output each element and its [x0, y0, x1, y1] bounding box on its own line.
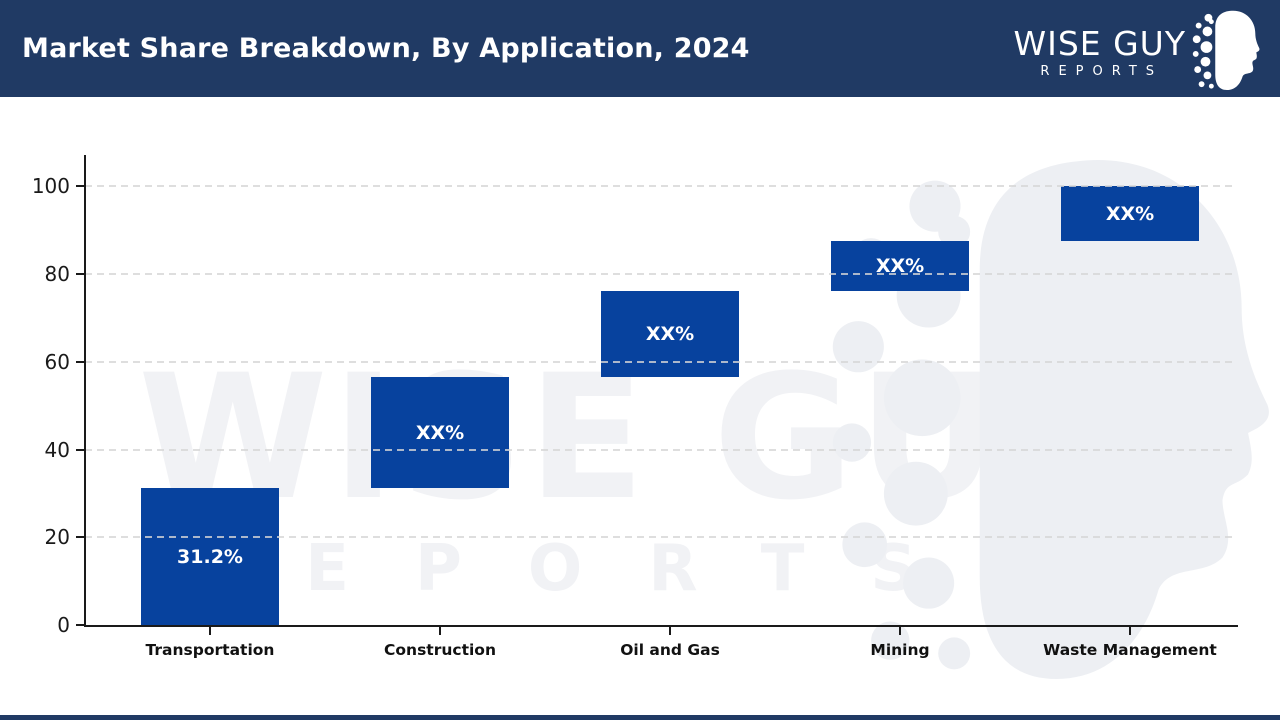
footer-accent-bar [0, 715, 1280, 720]
x-axis-line [84, 625, 1238, 627]
y-tick-label: 60 [44, 349, 70, 374]
page-title: Market Share Breakdown, By Application, … [22, 33, 750, 64]
logo-wordmark: WISE GUY [1013, 23, 1186, 63]
watermark-subtitle: REPORTS [190, 532, 983, 606]
bar-value-label: XX% [1105, 202, 1155, 225]
x-tick-mark [899, 627, 901, 635]
chart-header: Market Share Breakdown, By Application, … [0, 0, 1280, 97]
bar-value-label: XX% [645, 323, 695, 346]
bar: XX% [371, 377, 509, 489]
gridline [85, 185, 1237, 188]
x-tick-mark [209, 627, 211, 635]
bar-value-label: XX% [875, 255, 925, 278]
y-tick-mark [76, 624, 84, 626]
y-tick-label: 100 [31, 174, 70, 199]
gridline [85, 273, 1237, 275]
head-profile-icon [1190, 8, 1262, 96]
x-tick-label: Waste Management [1043, 641, 1217, 659]
y-tick-label: 40 [44, 437, 70, 462]
y-tick-mark [76, 185, 84, 188]
logo-text: WISE GUY REPORTS [1013, 27, 1186, 78]
bar-value-label: 31.2% [177, 545, 243, 568]
gridline [85, 448, 1237, 451]
y-tick-mark [76, 360, 84, 363]
watermark-head-icon [820, 137, 1280, 701]
y-tick-mark [76, 273, 84, 275]
x-tick-mark [1129, 627, 1131, 635]
y-axis-line [84, 155, 86, 627]
y-tick-label: 0 [57, 613, 70, 637]
x-tick-mark [669, 627, 671, 635]
chart-plot-area: WISE GUY REPORTS 0 20 40 60 80 100 31.2% Transp… [0, 97, 1280, 715]
y-tick-mark [76, 448, 84, 451]
logo-subtitle: REPORTS [1040, 63, 1164, 79]
gridline [85, 536, 1237, 539]
y-tick-label: 80 [44, 262, 70, 286]
x-tick-label: Transportation [145, 641, 275, 659]
x-tick-mark [439, 627, 441, 635]
wiseguy-logo: WISE GUY REPORTS [1013, 8, 1262, 96]
x-tick-label: Oil and Gas [620, 641, 720, 659]
y-tick-mark [76, 536, 84, 539]
bar: XX% [1061, 186, 1199, 242]
y-tick-label: 20 [44, 525, 70, 550]
x-tick-label: Construction [384, 641, 496, 659]
bar: XX% [831, 241, 969, 292]
bar: 31.2% [141, 488, 279, 625]
bar-value-label: XX% [415, 421, 465, 444]
gridline [85, 360, 1237, 363]
x-tick-label: Mining [870, 641, 930, 659]
watermark-wordmark: WISE GUY [138, 337, 1131, 538]
bar: XX% [601, 291, 739, 378]
